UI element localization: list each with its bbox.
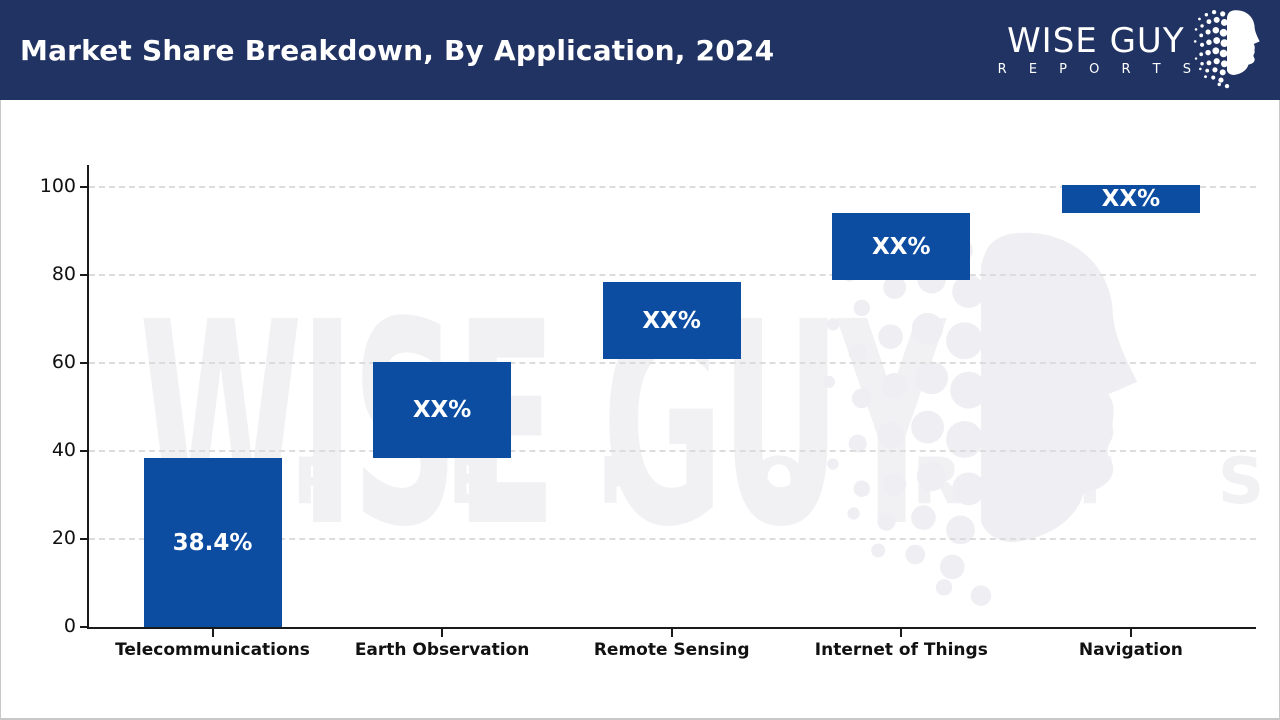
y-tick-100 — [80, 186, 88, 188]
y-tick-label-100: 100 — [39, 175, 76, 197]
y-tick-20 — [80, 538, 88, 540]
x-tick-2 — [670, 629, 673, 637]
x-tick-1 — [441, 629, 444, 637]
x-category-label: Earth Observation — [354, 640, 530, 660]
x-axis-line — [87, 627, 1256, 629]
bar-value-label: 38.4% — [172, 529, 253, 556]
bar-navigation: XX% — [1061, 185, 1200, 213]
header-bar: Market Share Breakdown, By Application, … — [0, 0, 1280, 100]
watermark-head-profile-icon — [822, 231, 1138, 606]
brand-logo-text: WISE GUY R E P O R T S — [992, 24, 1200, 77]
y-tick-label-40: 40 — [51, 439, 76, 461]
bar-value-label: XX% — [642, 307, 701, 334]
brand-logo: WISE GUY R E P O R T S — [992, 7, 1266, 93]
y-axis-line — [87, 165, 89, 629]
y-tick-40 — [80, 450, 88, 452]
bar-remote-sensing: XX% — [602, 281, 741, 360]
y-tick-label-0: 0 — [63, 615, 76, 637]
brand-name: WISE GUY — [1007, 20, 1185, 61]
x-category-label: Telecommunications — [115, 640, 310, 660]
head-profile-dots-icon — [1193, 10, 1260, 89]
bar-value-label: XX% — [872, 233, 931, 260]
y-tick-60 — [80, 362, 88, 364]
gridline-60 — [89, 362, 1256, 364]
x-tick-4 — [1129, 629, 1132, 637]
x-tick-0 — [211, 629, 214, 637]
x-category-label: Navigation — [1078, 640, 1183, 660]
bar-internet-of-things: XX% — [832, 213, 971, 281]
gridline-100 — [89, 186, 1256, 188]
y-tick-label-60: 60 — [51, 351, 76, 373]
y-tick-80 — [80, 274, 88, 276]
brand-subtitle: R E P O R T S — [997, 61, 1200, 77]
page-title: Market Share Breakdown, By Application, … — [20, 33, 775, 67]
x-category-label: Remote Sensing — [593, 640, 750, 660]
y-tick-label-20: 20 — [51, 527, 76, 549]
bar-earth-observation: XX% — [373, 362, 512, 459]
gridline-20 — [89, 538, 1256, 540]
gridline-40 — [89, 450, 1256, 452]
x-category-label: Internet of Things — [814, 640, 988, 660]
x-tick-3 — [900, 629, 903, 637]
bar-telecommunications: 38.4% — [143, 458, 282, 627]
bar-value-label: XX% — [412, 397, 472, 424]
y-tick-0 — [80, 626, 88, 628]
bar-value-label: XX% — [1101, 185, 1161, 212]
y-tick-label-80: 80 — [51, 263, 76, 285]
chart-area: WISE GUY R E P O R T S 0 20 40 60 80 100 38.4%… — [0, 100, 1280, 720]
gridline-80 — [89, 274, 1256, 276]
